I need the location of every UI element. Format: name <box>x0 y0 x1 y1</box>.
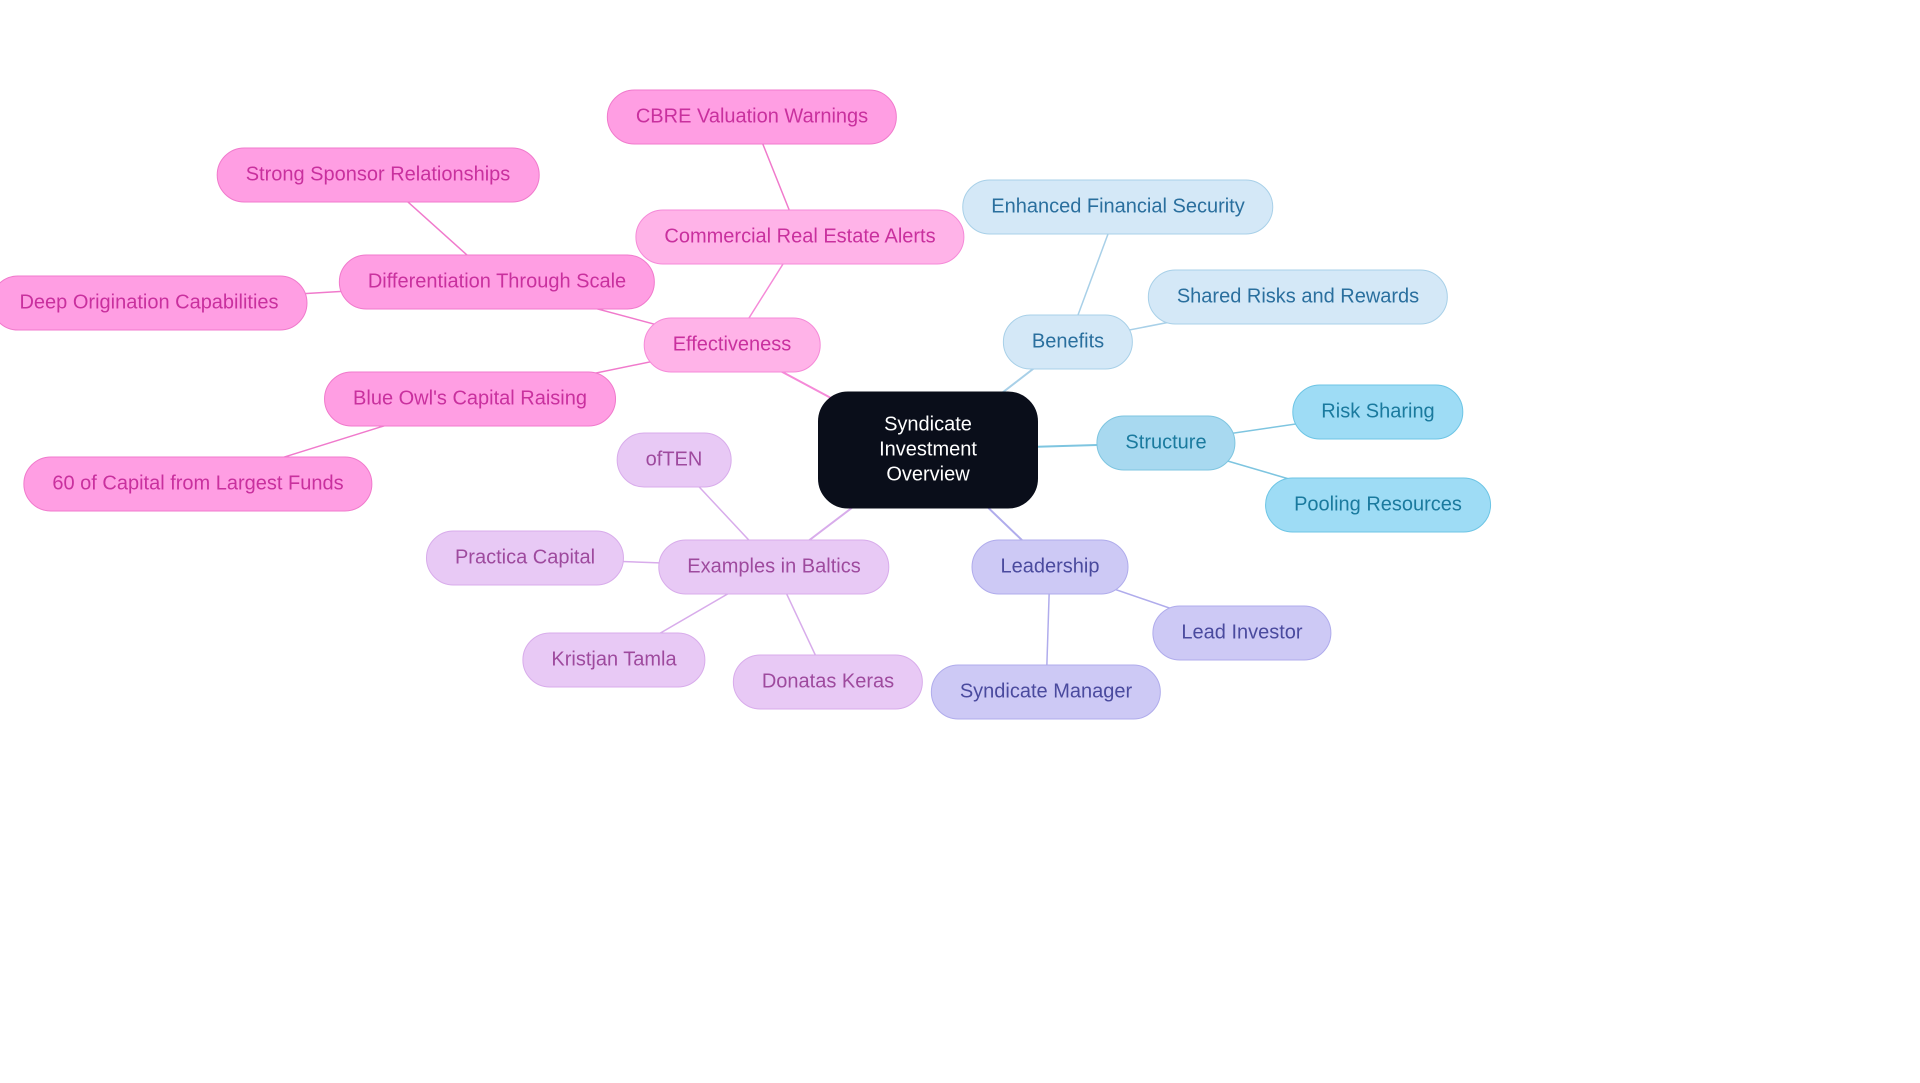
node-label: Kristjan Tamla <box>551 648 676 673</box>
node-eff-commercial: Commercial Real Estate Alerts <box>635 210 964 265</box>
node-label: Risk Sharing <box>1321 400 1434 425</box>
node-label: Enhanced Financial Security <box>991 195 1244 220</box>
node-ex-donatas: Donatas Keras <box>733 655 923 710</box>
node-effectiveness: Effectiveness <box>644 318 821 373</box>
node-eff-diff: Differentiation Through Scale <box>339 255 655 310</box>
node-label: Effectiveness <box>673 333 792 358</box>
node-ex-practica: Practica Capital <box>426 531 624 586</box>
node-label: Differentiation Through Scale <box>368 270 626 295</box>
node-label: CBRE Valuation Warnings <box>636 105 868 130</box>
node-label: Syndicate Manager <box>960 680 1132 705</box>
node-label: Donatas Keras <box>762 670 894 695</box>
node-eff-blueowl: Blue Owl's Capital Raising <box>324 372 616 427</box>
node-label: Commercial Real Estate Alerts <box>664 225 935 250</box>
node-leadership-mgr: Syndicate Manager <box>931 665 1161 720</box>
node-root: Syndicate Investment Overview <box>818 392 1038 509</box>
node-label: Leadership <box>1001 555 1100 580</box>
node-label: Benefits <box>1032 330 1104 355</box>
node-label: Shared Risks and Rewards <box>1177 285 1419 310</box>
node-benefits-shared: Shared Risks and Rewards <box>1148 270 1448 325</box>
node-ex-kristjan: Kristjan Tamla <box>522 633 705 688</box>
node-label: ofTEN <box>646 448 703 473</box>
node-label: Examples in Baltics <box>687 555 860 580</box>
node-eff-deep: Deep Origination Capabilities <box>0 276 308 331</box>
node-label: Blue Owl's Capital Raising <box>353 387 587 412</box>
node-eff-sponsor: Strong Sponsor Relationships <box>217 148 540 203</box>
node-structure-pooling: Pooling Resources <box>1265 478 1491 533</box>
node-label: Syndicate Investment Overview <box>847 413 1009 488</box>
node-label: Strong Sponsor Relationships <box>246 163 511 188</box>
node-benefits-security: Enhanced Financial Security <box>962 180 1273 235</box>
node-label: Structure <box>1125 431 1206 456</box>
node-ex-often: ofTEN <box>617 433 732 488</box>
node-eff-cbre: CBRE Valuation Warnings <box>607 90 897 145</box>
node-examples: Examples in Baltics <box>658 540 889 595</box>
node-label: Deep Origination Capabilities <box>19 291 278 316</box>
node-structure-risk: Risk Sharing <box>1292 385 1463 440</box>
node-label: Pooling Resources <box>1294 493 1462 518</box>
node-leadership-lead: Lead Investor <box>1152 606 1331 661</box>
node-label: 60 of Capital from Largest Funds <box>52 472 343 497</box>
node-leadership: Leadership <box>972 540 1129 595</box>
node-eff-60cap: 60 of Capital from Largest Funds <box>23 457 372 512</box>
node-benefits: Benefits <box>1003 315 1133 370</box>
node-label: Practica Capital <box>455 546 595 571</box>
node-structure: Structure <box>1096 416 1235 471</box>
node-label: Lead Investor <box>1181 621 1302 646</box>
